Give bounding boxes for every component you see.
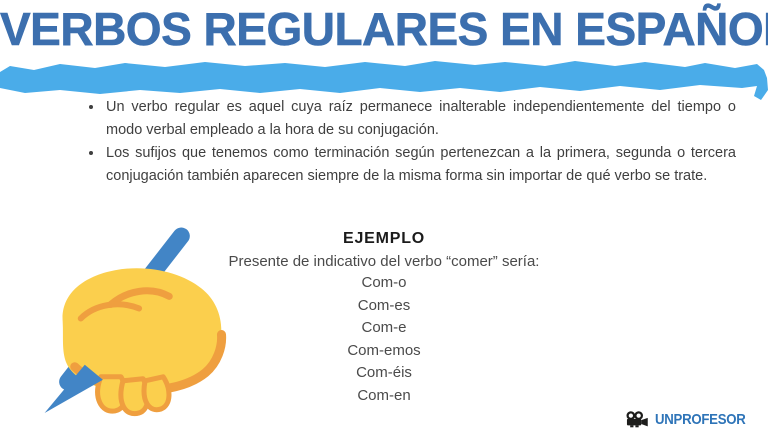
example-heading: EJEMPLO bbox=[342, 230, 426, 247]
conjugation-line: Com-es bbox=[357, 296, 411, 314]
bullet-list: Un verbo regular es aquel cuya raíz perm… bbox=[88, 96, 736, 188]
example-intro: Presente de indicativo del verbo “comer”… bbox=[228, 253, 540, 270]
bullet-item: Un verbo regular es aquel cuya raíz perm… bbox=[104, 96, 736, 142]
unprofesor-logo: UNPROFESOR bbox=[625, 410, 758, 429]
brush-stroke-underline-icon bbox=[0, 61, 768, 100]
movie-camera-icon bbox=[626, 411, 648, 428]
conjugation-line: Com-e bbox=[361, 319, 407, 337]
brand-name: UNPROFESOR bbox=[655, 411, 746, 428]
writing-hand-icon bbox=[44, 227, 227, 417]
conjugation-line: Com-éis bbox=[356, 364, 412, 382]
page-title: VERBOS REGULARES EN ESPAÑOL bbox=[0, 3, 768, 56]
bullet-item: Los sufijos que tenemos como terminación… bbox=[104, 142, 736, 188]
example-section: EJEMPLO Presente de indicativo del verbo… bbox=[0, 230, 768, 408]
conjugation-line: Com-en bbox=[357, 386, 411, 404]
conjugation-line: Com-emos bbox=[347, 341, 421, 359]
conjugation-line: Com-o bbox=[361, 274, 407, 291]
